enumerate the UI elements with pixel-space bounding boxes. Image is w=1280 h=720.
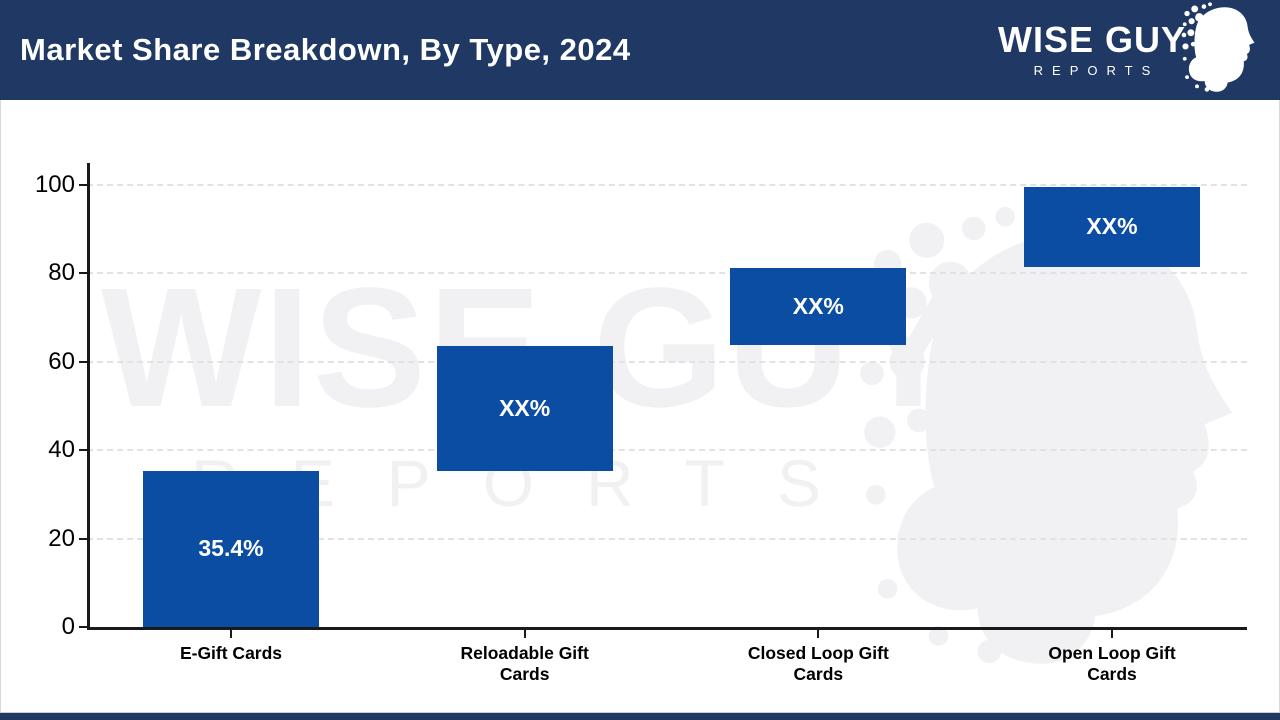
- bar-value-label: 35.4%: [198, 535, 264, 562]
- y-tick-label-100: 100: [34, 171, 75, 198]
- bar-open-loop-gift-cards: XX%: [1024, 186, 1200, 268]
- x-category-label-2: Closed Loop Gift Cards: [747, 643, 889, 684]
- x-tick-mark-2: [817, 630, 820, 638]
- x-tick-mark-3: [1111, 630, 1113, 638]
- gridline-60: [87, 360, 1247, 363]
- plot: 0 20 40 60 80 100 35.4% XX% XX% XX% E-Gift Cards Re…: [1, 100, 1279, 712]
- gridline-40: [87, 449, 1247, 452]
- brand-wordmark: WISE GUY REPORTS: [997, 19, 1186, 79]
- x-category-label-0: E-Gift Cards: [179, 643, 283, 663]
- page-title: Market Share Breakdown, By Type, 2024: [20, 32, 631, 67]
- x-tick-mark-1: [523, 630, 526, 638]
- y-tick-label-0: 0: [61, 613, 75, 640]
- x-tick-mark-0: [230, 630, 232, 638]
- y-tick-mark-60: [79, 360, 87, 363]
- y-tick-mark-40: [79, 449, 87, 452]
- brand-subtitle-text: REPORTS: [1033, 63, 1160, 78]
- bar-closed-loop-gift-cards: XX%: [730, 268, 907, 345]
- y-tick-mark-80: [79, 272, 87, 275]
- y-axis-line: [87, 163, 90, 630]
- y-tick-label-80: 80: [48, 259, 75, 287]
- bar-reloadable-gift-cards: XX%: [436, 346, 613, 471]
- footer-bar: [0, 713, 1280, 720]
- x-category-label-3: Open Loop Gift Cards: [1048, 643, 1176, 684]
- brand-logo: WISE GUY REPORTS: [997, 1, 1280, 99]
- bar-value-label: XX%: [792, 292, 844, 319]
- bar-value-label: XX%: [1086, 213, 1138, 240]
- y-tick-label-20: 20: [48, 524, 75, 552]
- gridline-20: [87, 537, 1247, 540]
- brand-name-text: WISE GUY: [997, 19, 1186, 60]
- y-tick-mark-100: [79, 184, 87, 186]
- y-tick-mark-20: [79, 537, 87, 540]
- y-tick-label-60: 60: [48, 347, 75, 375]
- x-category-label-1: Reloadable Gift Cards: [460, 643, 589, 684]
- brand-head-icon: [1172, 1, 1268, 99]
- chart-area: WISE GUY REPORTS 0 20 40 60 80 100 35.4% XX% XX%: [0, 100, 1280, 713]
- y-tick-label-40: 40: [48, 436, 75, 464]
- header-bar: Market Share Breakdown, By Type, 2024 WI…: [0, 0, 1280, 100]
- x-axis-line: [87, 627, 1247, 630]
- bar-e-gift-cards: 35.4%: [143, 470, 319, 627]
- y-tick-mark-0: [79, 626, 87, 628]
- gridline-80: [87, 272, 1247, 275]
- bar-value-label: XX%: [499, 394, 551, 421]
- gridline-100: [87, 184, 1247, 186]
